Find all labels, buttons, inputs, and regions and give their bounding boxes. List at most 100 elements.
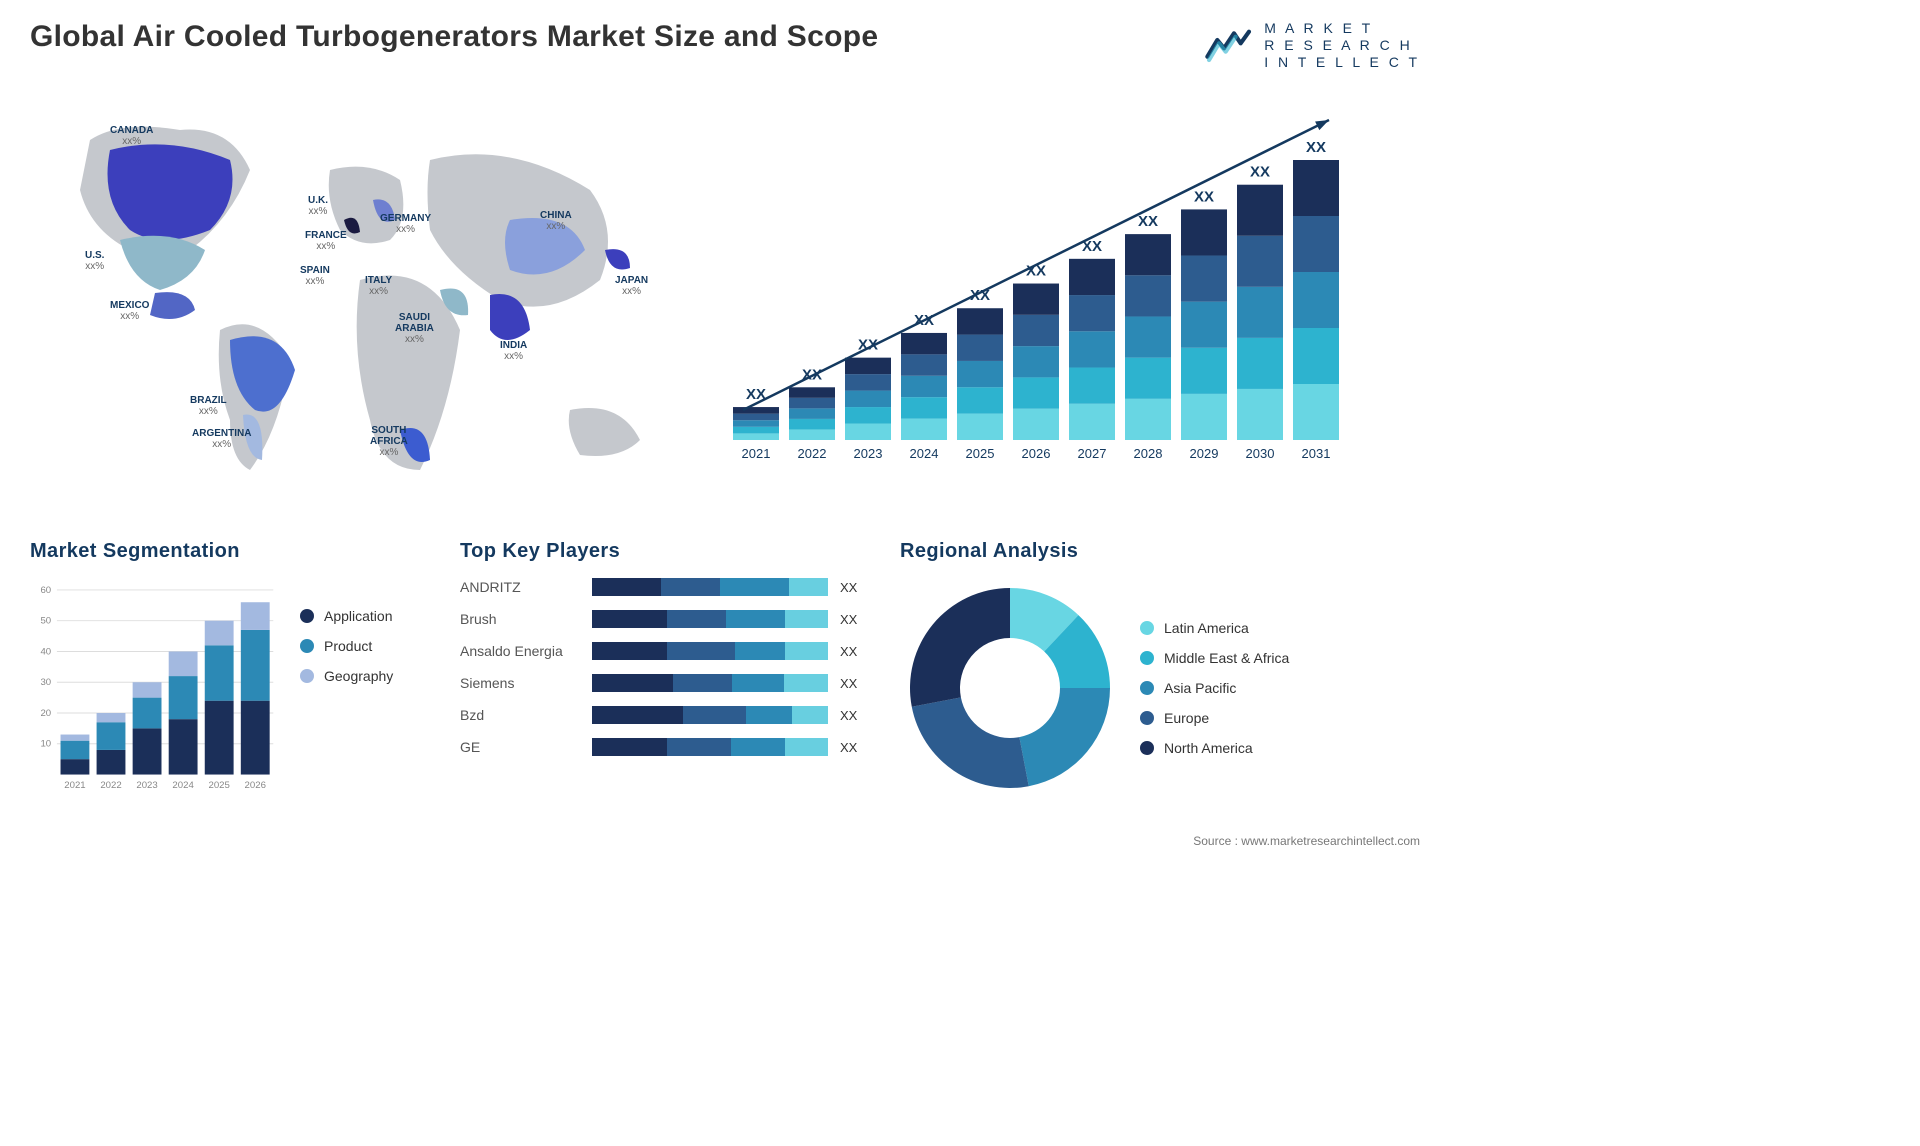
growth-bar-segment: [789, 419, 835, 430]
players-title: Top Key Players: [460, 540, 870, 563]
legend-dot-icon: [300, 639, 314, 653]
growth-bar-segment: [901, 398, 947, 419]
seg-ytick: 50: [40, 616, 51, 627]
map-label: CANADAxx%: [110, 125, 153, 147]
regional-title: Regional Analysis: [900, 540, 1320, 563]
seg-bar-segment: [97, 713, 126, 722]
player-row: BzdXX: [460, 706, 870, 724]
map-label: U.S.xx%: [85, 250, 104, 272]
seg-year-label: 2025: [208, 780, 229, 791]
seg-bar-segment: [133, 698, 162, 729]
player-bar-segment: [667, 610, 726, 628]
growth-bar-segment: [1125, 317, 1171, 358]
donut-segment: [912, 698, 1029, 789]
legend-dot-icon: [1140, 741, 1154, 755]
page-title: Global Air Cooled Turbogenerators Market…: [30, 20, 878, 54]
seg-ytick: 30: [40, 678, 51, 689]
player-bar: [592, 674, 828, 692]
growth-bar-label: XX: [1194, 189, 1214, 206]
legend-item: Application: [300, 608, 430, 624]
segmentation-legend: ApplicationProductGeography: [300, 578, 430, 798]
source-text: Source : www.marketresearchintellect.com: [1193, 834, 1420, 848]
regional-panel: Regional Analysis Latin America Middle Ea…: [900, 540, 1320, 798]
seg-ytick: 40: [40, 647, 51, 658]
growth-bar-segment: [789, 409, 835, 420]
growth-bar-segment: [957, 335, 1003, 361]
growth-bar-segment: [1293, 328, 1339, 384]
player-bar-segment: [592, 674, 673, 692]
player-value: XX: [840, 740, 870, 755]
map-label: BRAZILxx%: [190, 395, 227, 417]
map-label: ARGENTINAxx%: [192, 428, 251, 450]
growth-bar-segment: [1013, 347, 1059, 378]
growth-bar-segment: [1013, 315, 1059, 346]
growth-bar-segment: [901, 419, 947, 440]
growth-bar-segment: [1181, 256, 1227, 302]
growth-bar-segment: [1237, 185, 1283, 236]
growth-year-label: 2029: [1190, 446, 1219, 461]
seg-year-label: 2024: [172, 780, 194, 791]
brand-logo: M A R K E T R E S E A R C H I N T E L L …: [1204, 20, 1420, 70]
top-row: CANADAxx%U.S.xx%MEXICOxx%BRAZILxx%ARGENT…: [30, 100, 1420, 500]
seg-bar-segment: [61, 735, 90, 741]
growth-arrow-head: [1315, 120, 1329, 130]
legend-label: Latin America: [1164, 620, 1249, 636]
growth-bar-segment: [957, 361, 1003, 387]
growth-year-label: 2022: [798, 446, 827, 461]
player-bar-segment: [785, 642, 828, 660]
map-label: SPAINxx%: [300, 265, 330, 287]
map-label: SOUTHAFRICAxx%: [370, 425, 408, 458]
seg-bar-segment: [169, 720, 198, 775]
growth-bar-segment: [733, 427, 779, 434]
growth-bar-segment: [733, 421, 779, 428]
growth-bar-segment: [1237, 389, 1283, 440]
growth-bar-segment: [1125, 276, 1171, 317]
seg-ytick: 60: [40, 585, 51, 596]
seg-bar-segment: [205, 701, 234, 775]
legend-dot-icon: [1140, 651, 1154, 665]
player-row: SiemensXX: [460, 674, 870, 692]
seg-bar-segment: [169, 652, 198, 677]
player-row: GEXX: [460, 738, 870, 756]
growth-year-label: 2031: [1302, 446, 1331, 461]
player-bar-segment: [785, 738, 828, 756]
player-value: XX: [840, 580, 870, 595]
player-bar-segment: [673, 674, 732, 692]
growth-bar-segment: [845, 407, 891, 423]
growth-bar-segment: [1237, 338, 1283, 389]
legend-label: North America: [1164, 740, 1253, 756]
growth-bar-segment: [845, 424, 891, 440]
growth-bar-segment: [789, 388, 835, 399]
donut-segment: [1019, 688, 1110, 786]
segmentation-panel: Market Segmentation 10203040506020212022…: [30, 540, 430, 798]
growth-year-label: 2030: [1246, 446, 1275, 461]
seg-bar-segment: [241, 701, 270, 775]
legend-item: Asia Pacific: [1140, 680, 1320, 696]
growth-bar-segment: [1013, 378, 1059, 409]
growth-bar-label: XX: [1306, 139, 1326, 156]
legend-dot-icon: [300, 669, 314, 683]
growth-bar-segment: [1181, 210, 1227, 256]
player-bar-segment: [592, 738, 667, 756]
growth-bar-segment: [1293, 160, 1339, 216]
growth-bar-segment: [733, 434, 779, 441]
legend-label: Middle East & Africa: [1164, 650, 1289, 666]
growth-bar-segment: [1069, 259, 1115, 295]
player-bar-segment: [667, 738, 731, 756]
header: Global Air Cooled Turbogenerators Market…: [30, 20, 1420, 70]
players-panel: Top Key Players ANDRITZXXBrushXXAnsaldo …: [460, 540, 870, 798]
player-value: XX: [840, 612, 870, 627]
seg-bar-segment: [133, 729, 162, 775]
player-bar-segment: [784, 674, 828, 692]
map-label: JAPANxx%: [615, 275, 648, 297]
segmentation-title: Market Segmentation: [30, 540, 430, 563]
player-bar-segment: [592, 610, 667, 628]
map-label: CHINAxx%: [540, 210, 572, 232]
logo-line: M A R K E T: [1264, 20, 1420, 37]
player-bar: [592, 706, 828, 724]
player-bar-segment: [746, 706, 791, 724]
legend-dot-icon: [1140, 621, 1154, 635]
growth-bar-segment: [1293, 216, 1339, 272]
player-bar: [592, 610, 828, 628]
seg-bar-segment: [61, 760, 90, 775]
